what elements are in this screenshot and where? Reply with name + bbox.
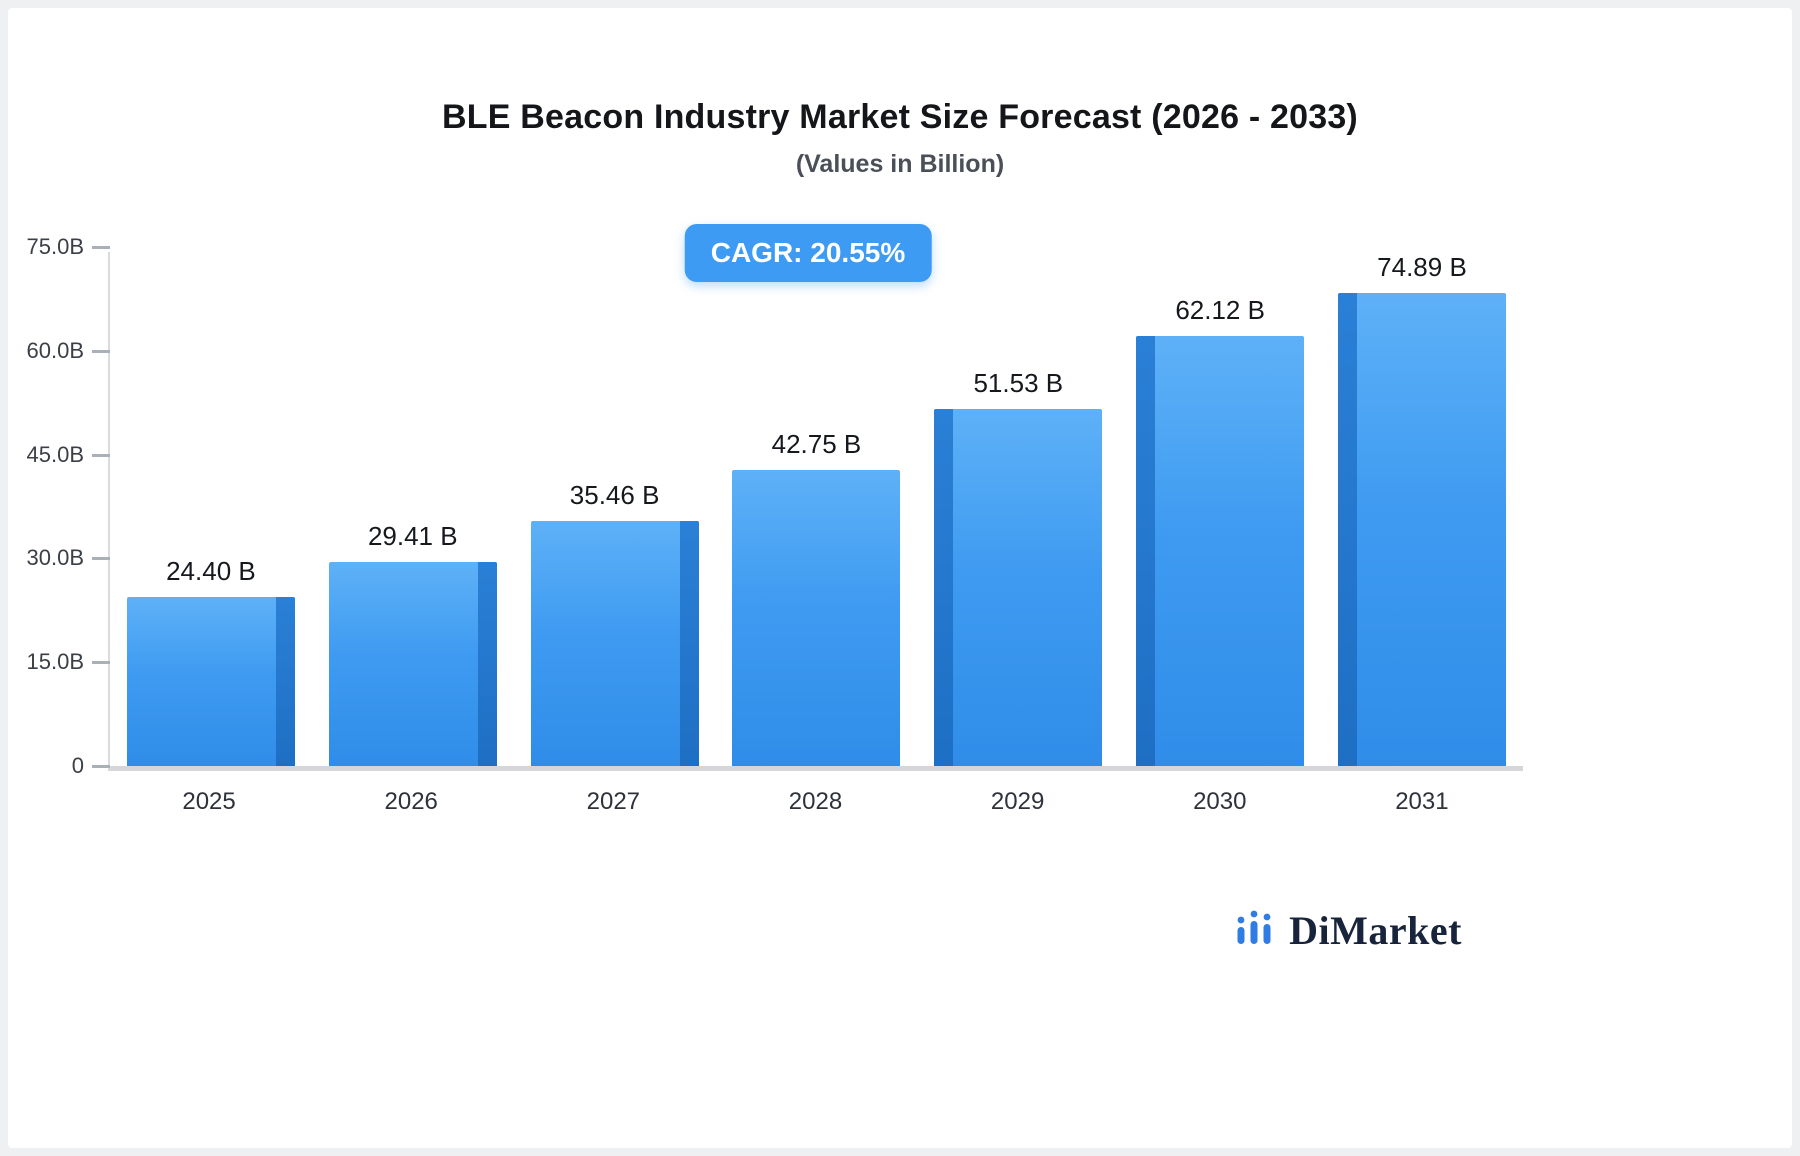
x-axis-label-2028: 2028 — [788, 788, 843, 815]
x-axis-label-2030: 2030 — [1193, 788, 1247, 815]
x-axis-label-2029: 2029 — [990, 788, 1045, 815]
chart-card: BLE Beacon Industry Market Size Forecast… — [8, 8, 1792, 1148]
y-tick-mark — [92, 453, 110, 457]
bar-3d-side — [1136, 336, 1156, 766]
x-axis-labels: 2025 2026 2027 2028 2029 2030 2031 — [108, 788, 1523, 816]
bar-group-2029: 51.53 B — [918, 252, 1118, 766]
bar-3d-side — [934, 409, 954, 766]
bar-value-label: 42.75 B — [771, 429, 862, 460]
chart-subtitle: (Values in Billion) — [795, 150, 1005, 178]
chart-title: BLE Beacon Industry Market Size Forecast… — [442, 98, 1358, 136]
bar-chart-icon — [1233, 906, 1277, 955]
bar-group-2028: 42.75 B — [716, 252, 916, 766]
bar-group-2030: 62.12 B — [1120, 252, 1320, 766]
bar-2029 — [934, 409, 1103, 766]
y-tick-label: 15.0B — [26, 649, 85, 675]
bar-3d-side — [477, 562, 497, 766]
y-tick-label: 60.0B — [26, 337, 85, 363]
bar-3d-side — [1337, 293, 1357, 766]
bar-group-2031: 74.89 B — [1322, 252, 1522, 766]
x-axis-label-2031: 2031 — [1395, 788, 1449, 815]
y-tick-mark — [92, 246, 110, 249]
bar-2030 — [1136, 336, 1305, 766]
y-tick-mark — [92, 765, 110, 768]
bar-value-label: 51.53 B — [973, 368, 1064, 399]
x-axis-label-2027: 2027 — [586, 788, 641, 815]
y-tick-mark — [92, 349, 110, 353]
bar-2025 — [126, 597, 295, 766]
bar-2031 — [1337, 293, 1506, 766]
bar-value-label: 74.89 B — [1377, 252, 1467, 282]
bar-value-label: 62.12 B — [1175, 295, 1265, 326]
x-axis-label-2026: 2026 — [384, 788, 438, 815]
cagr-badge: CAGR: 20.55% — [684, 224, 932, 282]
bar-group-2026: 29.41 B — [313, 252, 513, 766]
y-tick-label: 75.0B — [26, 234, 85, 259]
bar-value-label: 24.40 B — [166, 556, 256, 587]
bar-group-2025: 24.40 B — [111, 252, 311, 766]
bar-3d-side — [679, 520, 699, 766]
bar-value-label: 35.46 B — [569, 479, 660, 510]
x-axis-label-2025: 2025 — [182, 788, 236, 815]
bar-3d-side — [275, 597, 295, 766]
brand-logo: DiMarket — [1233, 906, 1462, 955]
bar-value-label: 29.41 B — [367, 521, 458, 552]
plot-area: 0 15.0B 30.0B 45.0B 60.0B 75.0B 24.40 B 29.41 B… — [27, 234, 1523, 778]
brand-logo-text: DiMarket — [1289, 908, 1462, 953]
bar-2028 — [732, 470, 901, 766]
y-tick-mark — [92, 557, 110, 561]
plot-wrap: 0 15.0B 30.0B 45.0B 60.0B 75.0B 24.40 B 29.41 B… — [27, 234, 1523, 778]
bar-2027 — [530, 520, 699, 766]
y-tick-label: 45.0B — [26, 441, 85, 467]
bar-group-2027: 35.46 B — [515, 252, 715, 766]
y-tick-mark — [92, 661, 110, 665]
bar-2026 — [328, 562, 497, 766]
y-tick-label: 30.0B — [26, 545, 85, 571]
y-tick-label: 0 — [71, 753, 84, 778]
